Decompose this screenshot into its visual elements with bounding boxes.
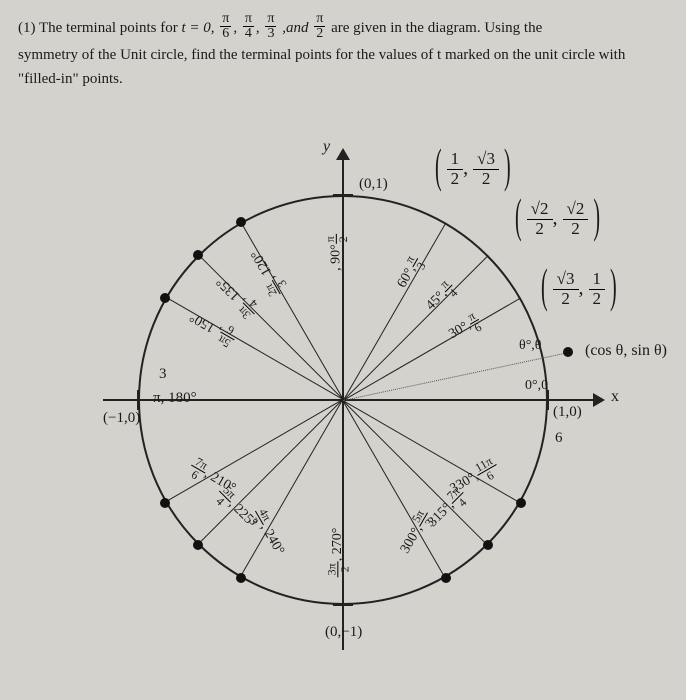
txt-post: are given in the diagram. Using the [331, 20, 542, 36]
dot-225 [193, 540, 203, 550]
coord-pi4: ( √22, √22 ) [515, 200, 600, 238]
txt-pre: The terminal points for [39, 20, 181, 36]
x-arrow-icon [593, 393, 605, 407]
tick-bottom [333, 604, 353, 606]
txt-line2: symmetry of the Unit circle, find the te… [18, 47, 625, 87]
dot-theta [563, 347, 573, 357]
three-label: 3 [159, 366, 167, 383]
dot-330 [516, 498, 526, 508]
y-label: y [323, 138, 330, 156]
frac-pi3: π3 [265, 12, 276, 41]
frac-pi2: π2 [314, 12, 325, 41]
dot-240 [236, 573, 246, 583]
problem-number: (1) [18, 20, 36, 36]
coord-pi6: ( √32, 12 ) [541, 270, 617, 308]
frac-pi6: π6 [220, 12, 231, 41]
frac-pi4: π4 [243, 12, 254, 41]
unit-circle-diagram: x y 30°,π645°,π460°,π3, 90°π22π3, 120°3π… [63, 120, 623, 680]
pi-180-label: π, 180° [153, 390, 197, 407]
neg-one-label: (−1,0) [103, 410, 140, 427]
x-label: x [611, 388, 619, 406]
cos-sin-label: (cos θ, sin θ) [585, 342, 667, 360]
six-label: 6 [555, 430, 563, 447]
zero-deg-label: 0°,0 [525, 378, 548, 394]
problem-text: (1) The terminal points for t = 0, π6, π… [18, 14, 668, 91]
coord-0-1: (0,1) [359, 176, 388, 193]
dot-210 [160, 498, 170, 508]
one-zero-label: (1,0) [553, 404, 582, 421]
tick-top [333, 194, 353, 196]
and-word: ,and [282, 20, 308, 36]
dot-300 [441, 573, 451, 583]
theta-label: θ°,θ [519, 338, 542, 354]
radial-90 [343, 195, 344, 400]
dot-150 [160, 293, 170, 303]
three-pi-2-label: 3π2, 270° [325, 528, 350, 578]
coord-pi3: ( 12, √32 ) [435, 150, 511, 188]
y-arrow-icon [336, 148, 350, 160]
neg-zero-one-label: (0,−1) [325, 624, 362, 641]
t-equals: t = 0, [181, 20, 214, 36]
dot-120 [236, 217, 246, 227]
dot-135 [193, 250, 203, 260]
tick-left [137, 390, 139, 410]
angle-label-90: , 90°π2 [324, 234, 349, 271]
dot-315 [483, 540, 493, 550]
